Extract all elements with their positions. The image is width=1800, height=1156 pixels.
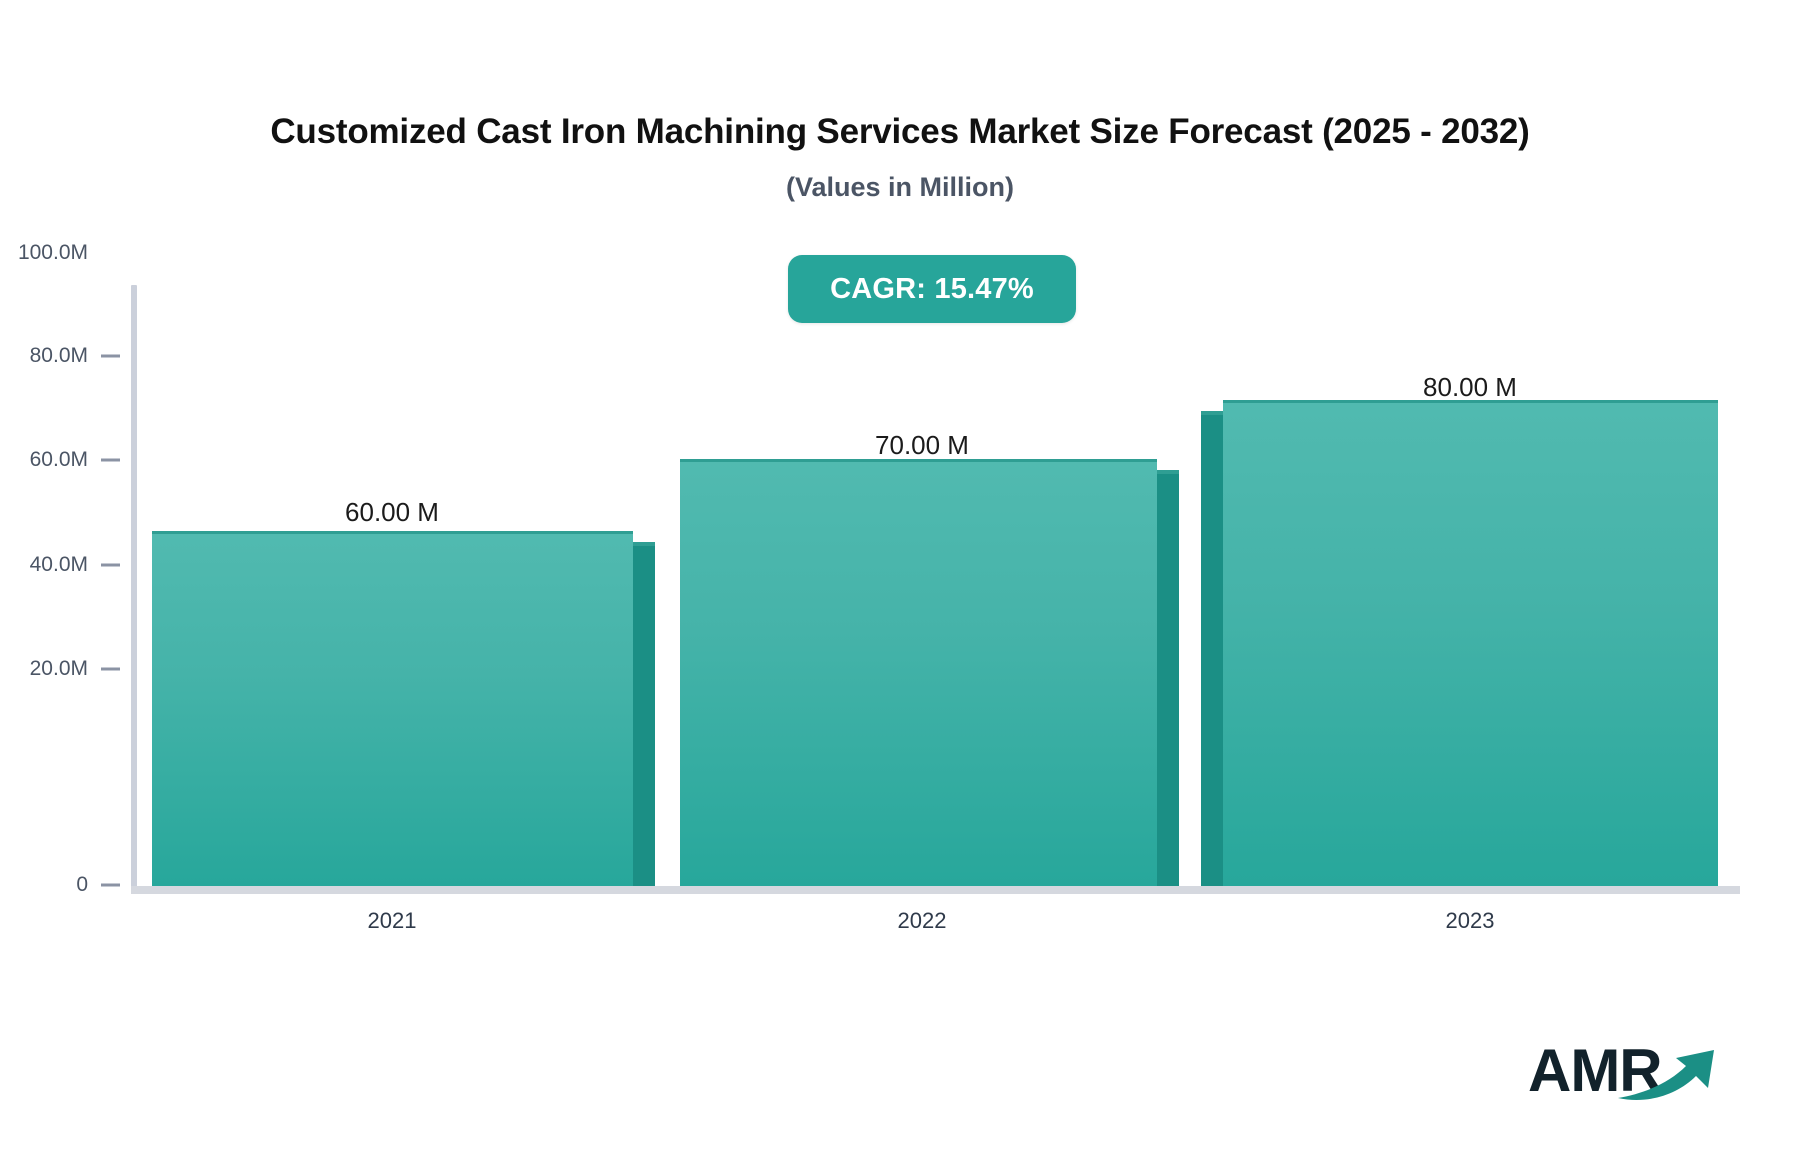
y-tick-label-0: 0 <box>76 873 88 896</box>
bar-2021-side-cap <box>633 542 655 546</box>
y-tick-dash-0 <box>101 883 120 887</box>
x-tick-label-2022: 2022 <box>897 908 947 933</box>
y-tick-dash-20m <box>101 667 120 671</box>
growth-arrow-icon <box>1618 1050 1714 1100</box>
y-tick-label-80m: 80.0M <box>29 344 88 367</box>
y-tick-label-60m: 60.0M <box>29 448 88 471</box>
bar-2022-value-label: 70.00 M <box>875 430 969 460</box>
y-tick-label-40m: 40.0M <box>29 553 88 576</box>
bar-2021-side <box>633 545 655 886</box>
bar-2023-value-label: 80.00 M <box>1423 372 1517 402</box>
amr-logo: AMR <box>1528 1030 1728 1112</box>
bar-2022-side-cap <box>1157 470 1179 474</box>
page-title: Customized Cast Iron Machining Services … <box>270 112 1530 151</box>
bar-2023-face <box>1223 400 1718 886</box>
y-tick-dash-60m <box>101 458 120 462</box>
x-tick-label-2023: 2023 <box>1445 908 1495 933</box>
x-axis-baseline <box>131 886 1740 894</box>
bar-2023-side <box>1201 414 1223 886</box>
y-tick-label-20m: 20.0M <box>29 657 88 680</box>
bar-2022-face <box>680 459 1157 886</box>
bar-2021-face <box>152 531 633 886</box>
cagr-badge: CAGR: 15.47% <box>788 255 1076 323</box>
y-tick-label-100m: 100.0M <box>17 241 88 264</box>
chart-subtitle: (Values in Million) <box>785 172 1015 202</box>
y-tick-dash-40m <box>101 563 120 567</box>
bar-2023-side-cap <box>1201 411 1223 415</box>
bar-2022-side <box>1157 473 1179 886</box>
cagr-badge-label: CAGR: 15.47% <box>830 272 1034 305</box>
bar-2021-value-label: 60.00 M <box>345 497 439 527</box>
y-tick-dash-80m <box>101 354 120 358</box>
x-tick-label-2021: 2021 <box>367 908 417 933</box>
y-axis-spine <box>131 285 137 888</box>
